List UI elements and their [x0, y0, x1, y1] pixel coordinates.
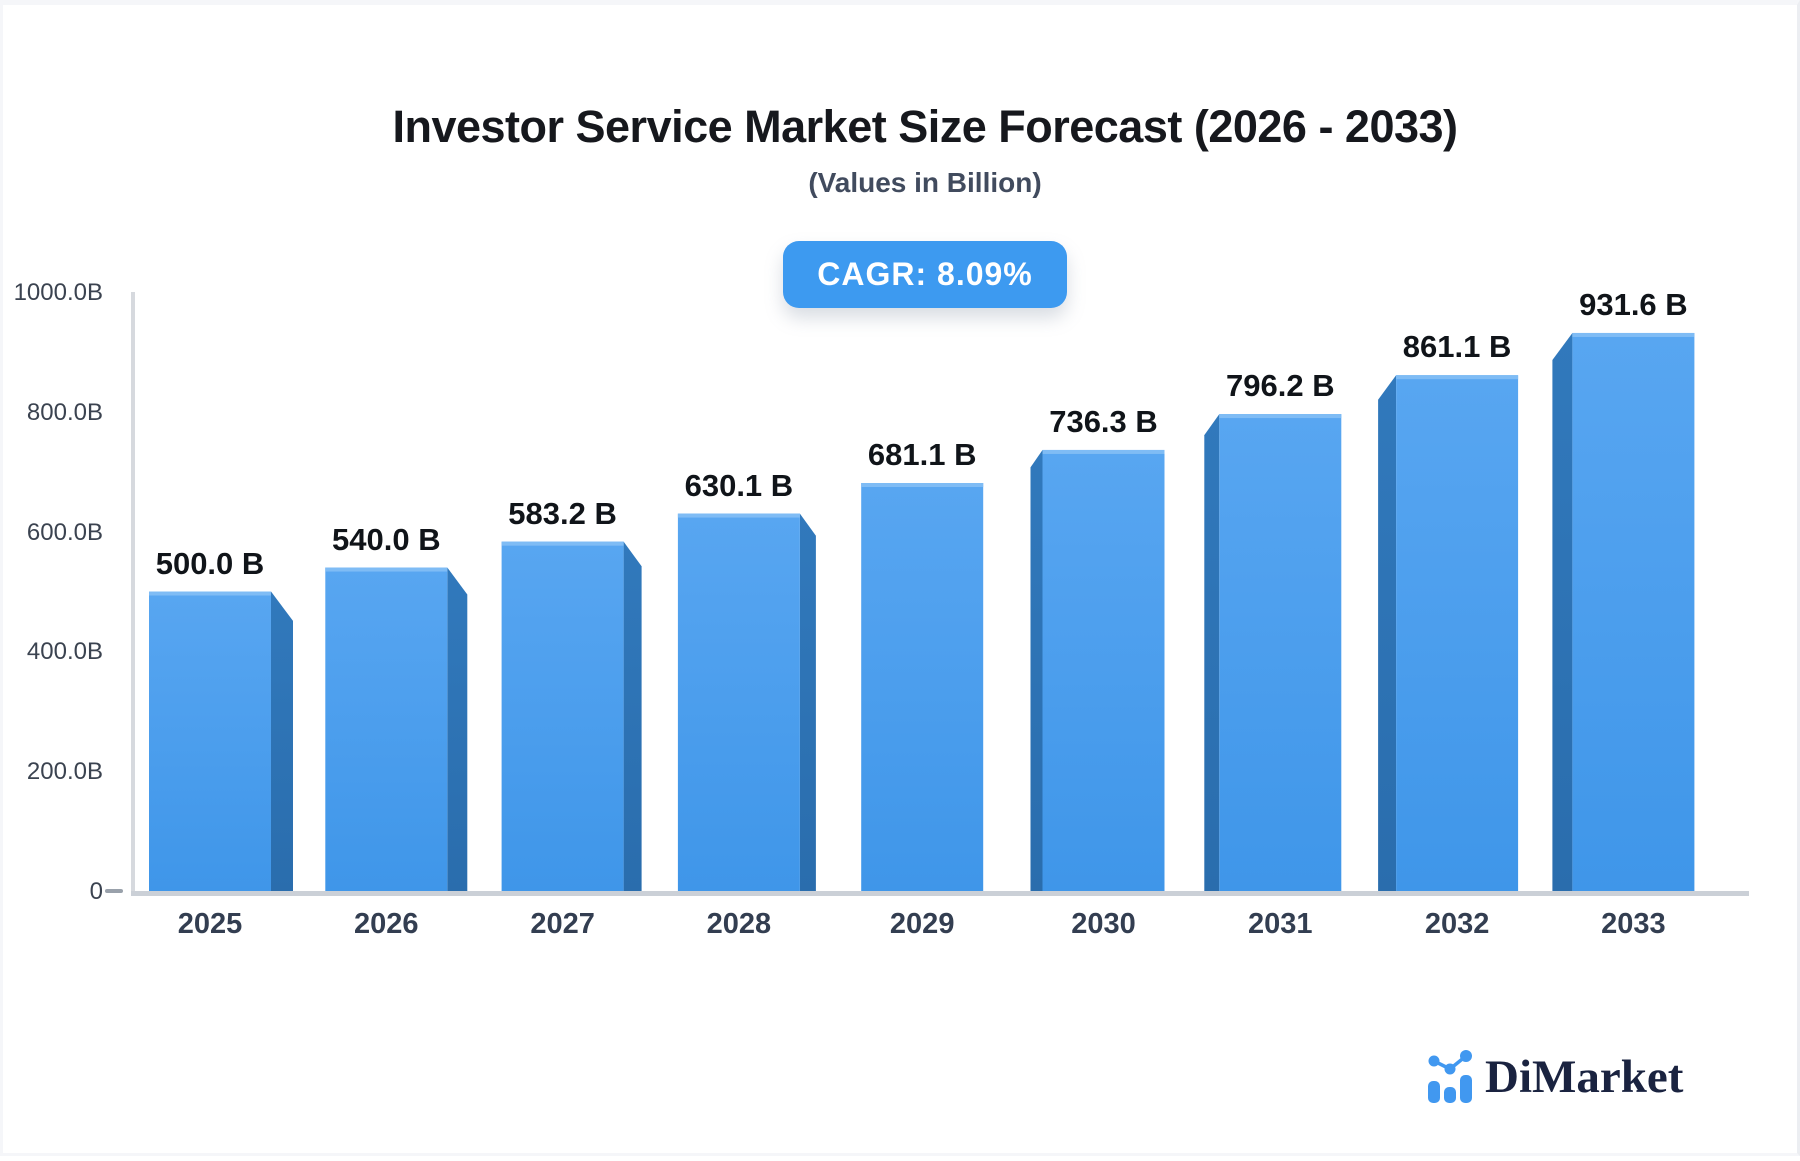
bar-2033[interactable]	[1552, 332, 1695, 892]
bar-top-highlight	[501, 541, 624, 546]
bar-front-face	[149, 591, 271, 891]
bar-top-highlight	[861, 483, 984, 488]
bar-2028[interactable]	[677, 513, 816, 891]
chart-header: Investor Service Market Size Forecast (2…	[53, 5, 1797, 308]
bar-2029[interactable]	[861, 483, 984, 891]
y-tick-0: 0	[89, 878, 103, 905]
bar-side-face	[1030, 449, 1043, 891]
x-tick-2028: 2028	[706, 908, 772, 940]
bar-front-face	[1396, 375, 1519, 891]
bar-value-label-2029: 681.1 B	[867, 437, 977, 473]
bar-front-face	[501, 541, 624, 891]
y-axis-line	[131, 292, 135, 894]
bar-top-highlight	[1219, 414, 1342, 419]
bar-value-label-2027: 583.2 B	[508, 495, 617, 531]
bar-top-highlight	[1572, 332, 1695, 337]
bar-value-label-2031: 796.2 B	[1226, 368, 1335, 404]
x-tick-2025: 2025	[177, 908, 243, 940]
bar-2030[interactable]	[1030, 449, 1165, 891]
bar-top-highlight	[677, 513, 800, 518]
bar-front-face	[1572, 332, 1695, 892]
bar-value-label-2025: 500.0 B	[155, 545, 265, 581]
bar-top-highlight	[1396, 375, 1519, 380]
x-tick-2032: 2032	[1424, 908, 1490, 940]
bar-value-label-2026: 540.0 B	[332, 521, 441, 557]
y-tick-400.0B: 400.0B	[26, 638, 103, 666]
brand-chart-icon	[1428, 1050, 1472, 1103]
cagr-badge: CAGR: 8.09%	[783, 241, 1067, 308]
x-tick-2033: 2033	[1601, 908, 1666, 940]
bar-side-face	[447, 567, 468, 891]
x-tick-2031: 2031	[1248, 908, 1313, 940]
bar-side-face	[1204, 414, 1220, 891]
bar-front-face	[861, 483, 984, 891]
bar-2026[interactable]	[325, 567, 468, 891]
bar-side-face	[1552, 332, 1573, 892]
bars-layer	[149, 332, 1695, 892]
brand-logo: DiMarket	[1425, 1047, 1683, 1103]
bar-2025[interactable]	[149, 591, 293, 892]
y-tick-1000.0B: 1000.0B	[13, 279, 103, 306]
bar-value-label-2032: 861.1 B	[1402, 329, 1512, 365]
bar-top-highlight	[149, 591, 271, 596]
y-tick-800.0B: 800.0B	[26, 398, 103, 426]
y-tick-600.0B: 600.0B	[26, 518, 103, 546]
bar-value-label-2030: 736.3 B	[1049, 403, 1158, 439]
brand-name: DiMarket	[1485, 1051, 1684, 1103]
x-tick-2029: 2029	[889, 908, 955, 940]
bar-top-highlight	[325, 567, 448, 572]
bar-value-label-2033: 931.6 B	[1579, 286, 1688, 322]
bar-2027[interactable]	[501, 541, 642, 891]
x-tick-2026: 2026	[354, 908, 419, 940]
bar-side-face	[1378, 375, 1397, 891]
chart-title: Investor Service Market Size Forecast (2…	[392, 101, 1458, 152]
bar-side-face	[271, 591, 293, 891]
bar-front-face	[1219, 414, 1342, 891]
x-axis-line	[131, 891, 1749, 896]
bar-2032[interactable]	[1378, 375, 1519, 891]
bar-2031[interactable]	[1204, 414, 1342, 891]
bar-front-face	[325, 567, 448, 891]
bar-top-highlight	[1042, 449, 1165, 454]
bar-side-face	[799, 513, 816, 891]
bar-front-face	[677, 513, 800, 891]
chart-subtitle: (Values in Billion)	[808, 167, 1042, 198]
zero-tick-dash	[105, 889, 123, 893]
bar-front-face	[1042, 449, 1165, 891]
y-tick-200.0B: 200.0B	[26, 758, 103, 786]
x-tick-2027: 2027	[530, 908, 595, 940]
x-tick-2030: 2030	[1071, 908, 1136, 940]
bar-value-label-2028: 630.1 B	[684, 467, 794, 503]
bar-side-face	[623, 541, 642, 891]
